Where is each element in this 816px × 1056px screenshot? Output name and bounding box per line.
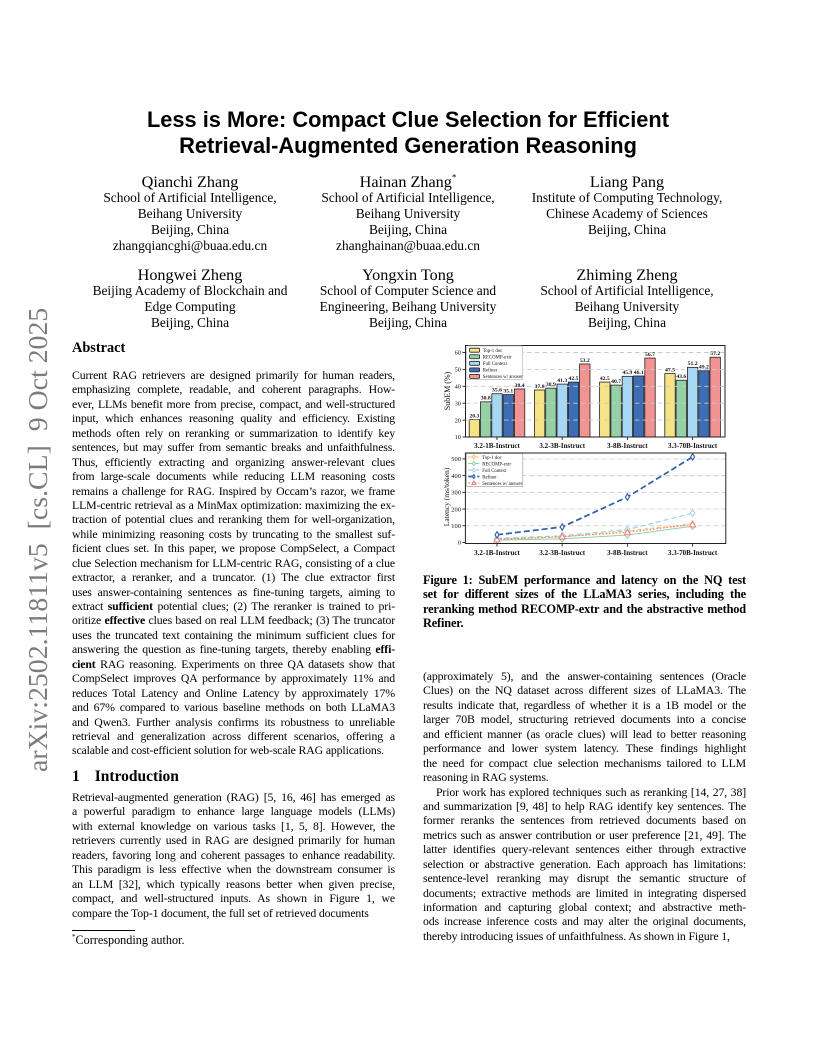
svg-text:35.1: 35.1: [503, 388, 513, 394]
svg-text:SubEM (%): SubEM (%): [443, 371, 452, 410]
svg-text:Sentences w/ answer: Sentences w/ answer: [482, 482, 522, 487]
svg-text:500: 500: [451, 456, 461, 463]
svg-text:3.2-3B-Instruct: 3.2-3B-Instruct: [539, 442, 585, 450]
svg-text:Sentences w/ answer: Sentences w/ answer: [483, 375, 523, 380]
svg-text:100: 100: [451, 523, 461, 530]
svg-text:3.2-1B-Instruct: 3.2-1B-Instruct: [474, 549, 520, 557]
svg-text:30.8: 30.8: [481, 396, 491, 402]
svg-text:RECOMP-extr: RECOMP-extr: [483, 356, 512, 361]
svg-text:42.5: 42.5: [600, 376, 610, 382]
svg-text:40.7: 40.7: [611, 379, 621, 385]
svg-text:Latency (ms/token): Latency (ms/token): [442, 467, 451, 526]
svg-text:41.3: 41.3: [557, 378, 567, 384]
svg-text:57.2: 57.2: [710, 351, 720, 357]
svg-text:3.2-3B-Instruct: 3.2-3B-Instruct: [539, 549, 585, 557]
svg-text:60: 60: [455, 350, 461, 357]
svg-text:49.2: 49.2: [699, 365, 709, 371]
svg-text:400: 400: [451, 473, 461, 480]
svg-text:3.2-1B-Instruct: 3.2-1B-Instruct: [474, 442, 520, 450]
svg-text:3.3-70B-Instruct: 3.3-70B-Instruct: [668, 549, 718, 557]
svg-text:42.5: 42.5: [569, 376, 579, 382]
svg-text:46.1: 46.1: [634, 370, 644, 376]
svg-text:3-8B-Instruct: 3-8B-Instruct: [607, 549, 648, 557]
svg-text:Full Context: Full Context: [482, 469, 507, 474]
svg-text:38.4: 38.4: [515, 383, 525, 389]
svg-text:Refiner: Refiner: [482, 475, 497, 480]
svg-text:Top-1 doc: Top-1 doc: [483, 349, 503, 354]
svg-text:20.3: 20.3: [469, 413, 479, 419]
svg-text:53.2: 53.2: [580, 358, 590, 364]
svg-text:47.5: 47.5: [665, 367, 675, 373]
svg-text:Top-1 doc: Top-1 doc: [482, 456, 502, 461]
svg-text:45.9: 45.9: [622, 370, 632, 376]
svg-text:10: 10: [455, 434, 461, 441]
svg-text:Full Context: Full Context: [483, 362, 508, 367]
svg-text:30: 30: [455, 400, 461, 407]
svg-text:40: 40: [455, 384, 461, 391]
svg-text:Refiner: Refiner: [483, 369, 498, 374]
svg-text:300: 300: [451, 490, 461, 497]
svg-text:51.2: 51.2: [688, 361, 698, 367]
svg-text:37.8: 37.8: [535, 384, 545, 390]
svg-text:3.3-70B-Instruct: 3.3-70B-Instruct: [668, 442, 718, 450]
svg-text:3-8B-Instruct: 3-8B-Instruct: [607, 442, 648, 450]
svg-text:50: 50: [455, 367, 461, 374]
svg-text:0: 0: [458, 540, 461, 547]
svg-text:35.6: 35.6: [492, 388, 502, 394]
svg-text:20: 20: [455, 417, 461, 424]
svg-text:200: 200: [451, 506, 461, 513]
svg-text:56.7: 56.7: [645, 352, 655, 358]
svg-text:38.9: 38.9: [546, 382, 556, 388]
svg-text:43.6: 43.6: [676, 374, 686, 380]
svg-text:RECOMP-extr: RECOMP-extr: [482, 462, 511, 467]
